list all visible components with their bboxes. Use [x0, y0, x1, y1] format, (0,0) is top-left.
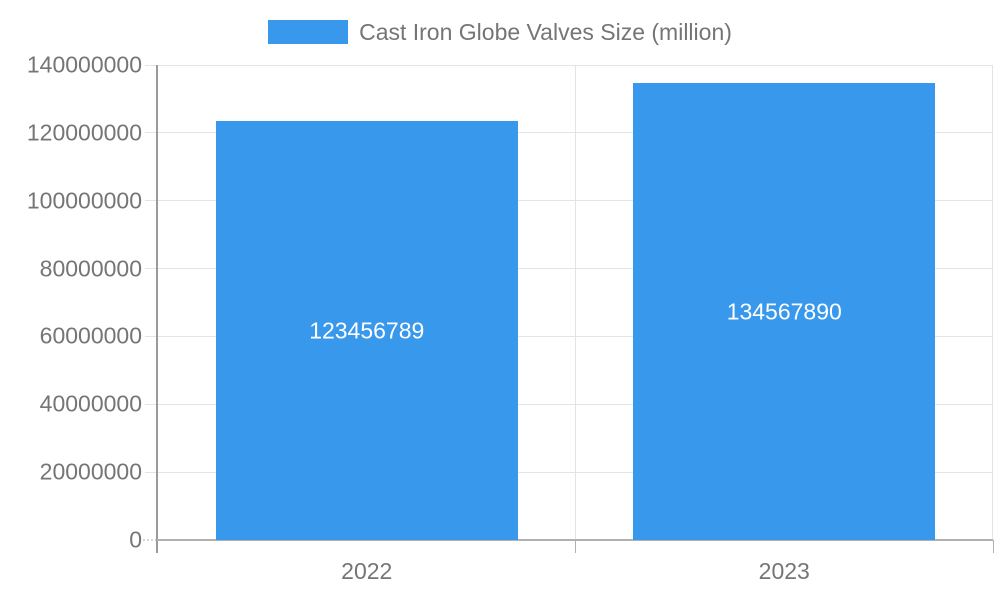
y-axis-label: 60000000 [39, 322, 142, 349]
x-axis-tick [992, 540, 994, 553]
y-axis-label: 120000000 [26, 119, 142, 146]
y-axis-label: 100000000 [26, 187, 142, 214]
x-axis-label: 2023 [758, 558, 810, 584]
y-axis-label: 20000000 [39, 458, 142, 485]
bar-2022[interactable] [215, 121, 518, 540]
y-axis-label: 140000000 [26, 51, 142, 78]
h-gridline [145, 200, 993, 202]
bar-2023[interactable] [633, 83, 936, 540]
v-gridline [992, 65, 993, 540]
zero-tick [143, 539, 157, 541]
x-axis-tick [575, 540, 576, 553]
h-gridline [145, 335, 993, 337]
y-axis-label: 0 [129, 526, 142, 553]
y-axis-label: 40000000 [39, 390, 142, 417]
h-gridline [145, 268, 993, 270]
h-gridline [145, 132, 993, 134]
v-gridline [575, 65, 576, 540]
legend-label: Cast Iron Globe Valves Size (million) [359, 19, 732, 45]
y-axis [156, 65, 158, 553]
h-gridline [145, 403, 993, 405]
h-gridline [145, 471, 993, 473]
bar-value-label: 123456789 [309, 317, 425, 344]
bar-value-label: 134567890 [726, 298, 842, 325]
h-gridline [145, 64, 993, 66]
y-axis-label: 80000000 [39, 255, 142, 282]
chart-legend[interactable]: Cast Iron Globe Valves Size (million) [0, 20, 1000, 44]
legend-swatch-icon [268, 20, 349, 44]
x-axis-label: 2022 [341, 558, 393, 584]
